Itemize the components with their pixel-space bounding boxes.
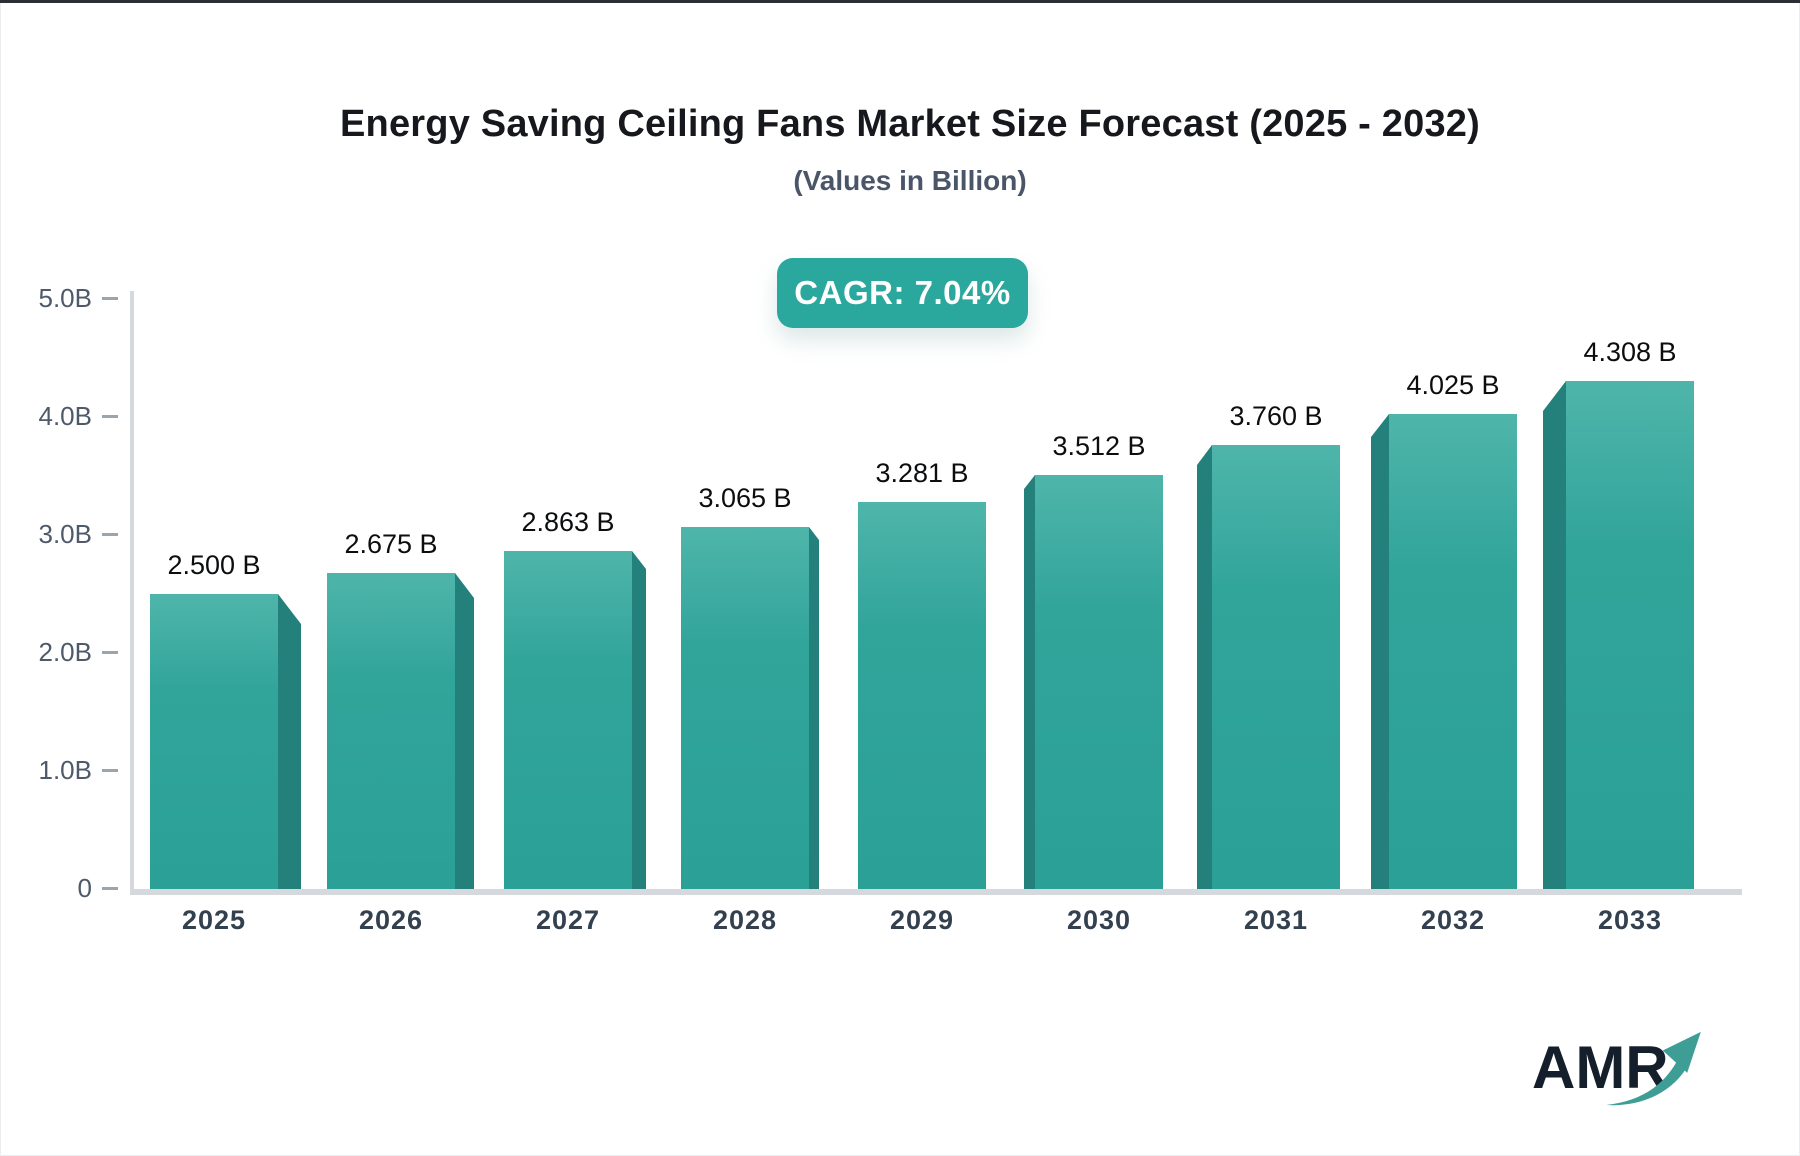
x-axis-label-2032: 2032 (1420, 905, 1486, 935)
amr-logo: AMR (1532, 1031, 1712, 1123)
bar-value-label-2027: 2.863 B (521, 507, 615, 537)
y-tick-label: 1.0B (38, 755, 93, 785)
plot-area: 2.500 B 2.675 B 2.863 B 3.065 B 3.281 B 3.512… (130, 299, 1742, 889)
x-axis-label-2029: 2029 (889, 905, 955, 935)
bar-side-2031 (1197, 445, 1212, 889)
bar-value-label-2026: 2.675 B (344, 529, 438, 559)
y-axis-line (130, 291, 134, 893)
y-tick-mark (102, 297, 118, 300)
bar-side-2026 (455, 573, 474, 889)
y-tick-label: 3.0B (38, 519, 93, 549)
y-tick-label: 2.0B (38, 637, 93, 667)
bar-side-2033 (1543, 381, 1566, 889)
y-tick-label: 5.0B (38, 283, 93, 313)
x-axis-label-2025: 2025 (181, 905, 247, 935)
bar-2025 (150, 594, 278, 889)
bar-2032 (1389, 414, 1517, 889)
y-tick-mark (102, 769, 118, 772)
bar-side-2030 (1024, 475, 1035, 889)
x-axis-line (130, 889, 1742, 895)
bar-value-label-2033: 4.308 B (1583, 337, 1677, 367)
bar-2030 (1035, 475, 1163, 889)
x-axis-label-2033: 2033 (1597, 905, 1663, 935)
bar-side-2028 (809, 527, 819, 889)
y-tick-label: 4.0B (38, 401, 93, 431)
cagr-badge: CAGR: 7.04% (777, 258, 1028, 328)
x-axis-label-2031: 2031 (1243, 905, 1309, 935)
bar-value-label-2032: 4.025 B (1406, 370, 1500, 400)
y-tick-mark (102, 651, 118, 654)
y-tick-mark (102, 887, 118, 890)
bar-2028 (681, 527, 809, 889)
y-tick-mark (102, 415, 118, 418)
amr-logo-text: AMR (1532, 1034, 1669, 1101)
x-axis-label-2028: 2028 (712, 905, 778, 935)
bar-value-label-2031: 3.760 B (1229, 401, 1323, 431)
bar-2027 (504, 551, 632, 889)
bar-2031 (1212, 445, 1340, 889)
x-axis-label-2027: 2027 (535, 905, 601, 935)
bar-side-2027 (632, 551, 646, 889)
bar-value-label-2025: 2.500 B (167, 550, 261, 580)
bar-side-2025 (278, 594, 301, 889)
chart-subtitle: (Values in Billion) (793, 165, 1027, 196)
growth-arrow-icon (1606, 1031, 1701, 1106)
bar-value-label-2028: 3.065 B (698, 483, 792, 513)
bar-side-2032 (1371, 414, 1389, 889)
bar-value-label-2030: 3.512 B (1052, 431, 1146, 461)
chart-title: Energy Saving Ceiling Fans Market Size F… (340, 103, 1480, 145)
bar-2026 (327, 573, 455, 889)
bar-2033 (1566, 381, 1694, 889)
bar-value-label-2029: 3.281 B (875, 458, 969, 488)
x-axis-label-2026: 2026 (358, 905, 424, 935)
x-axis-label-2030: 2030 (1066, 905, 1132, 935)
y-tick-mark (102, 533, 118, 536)
bar-2029 (858, 502, 986, 889)
y-tick-label: 0 (77, 873, 92, 903)
